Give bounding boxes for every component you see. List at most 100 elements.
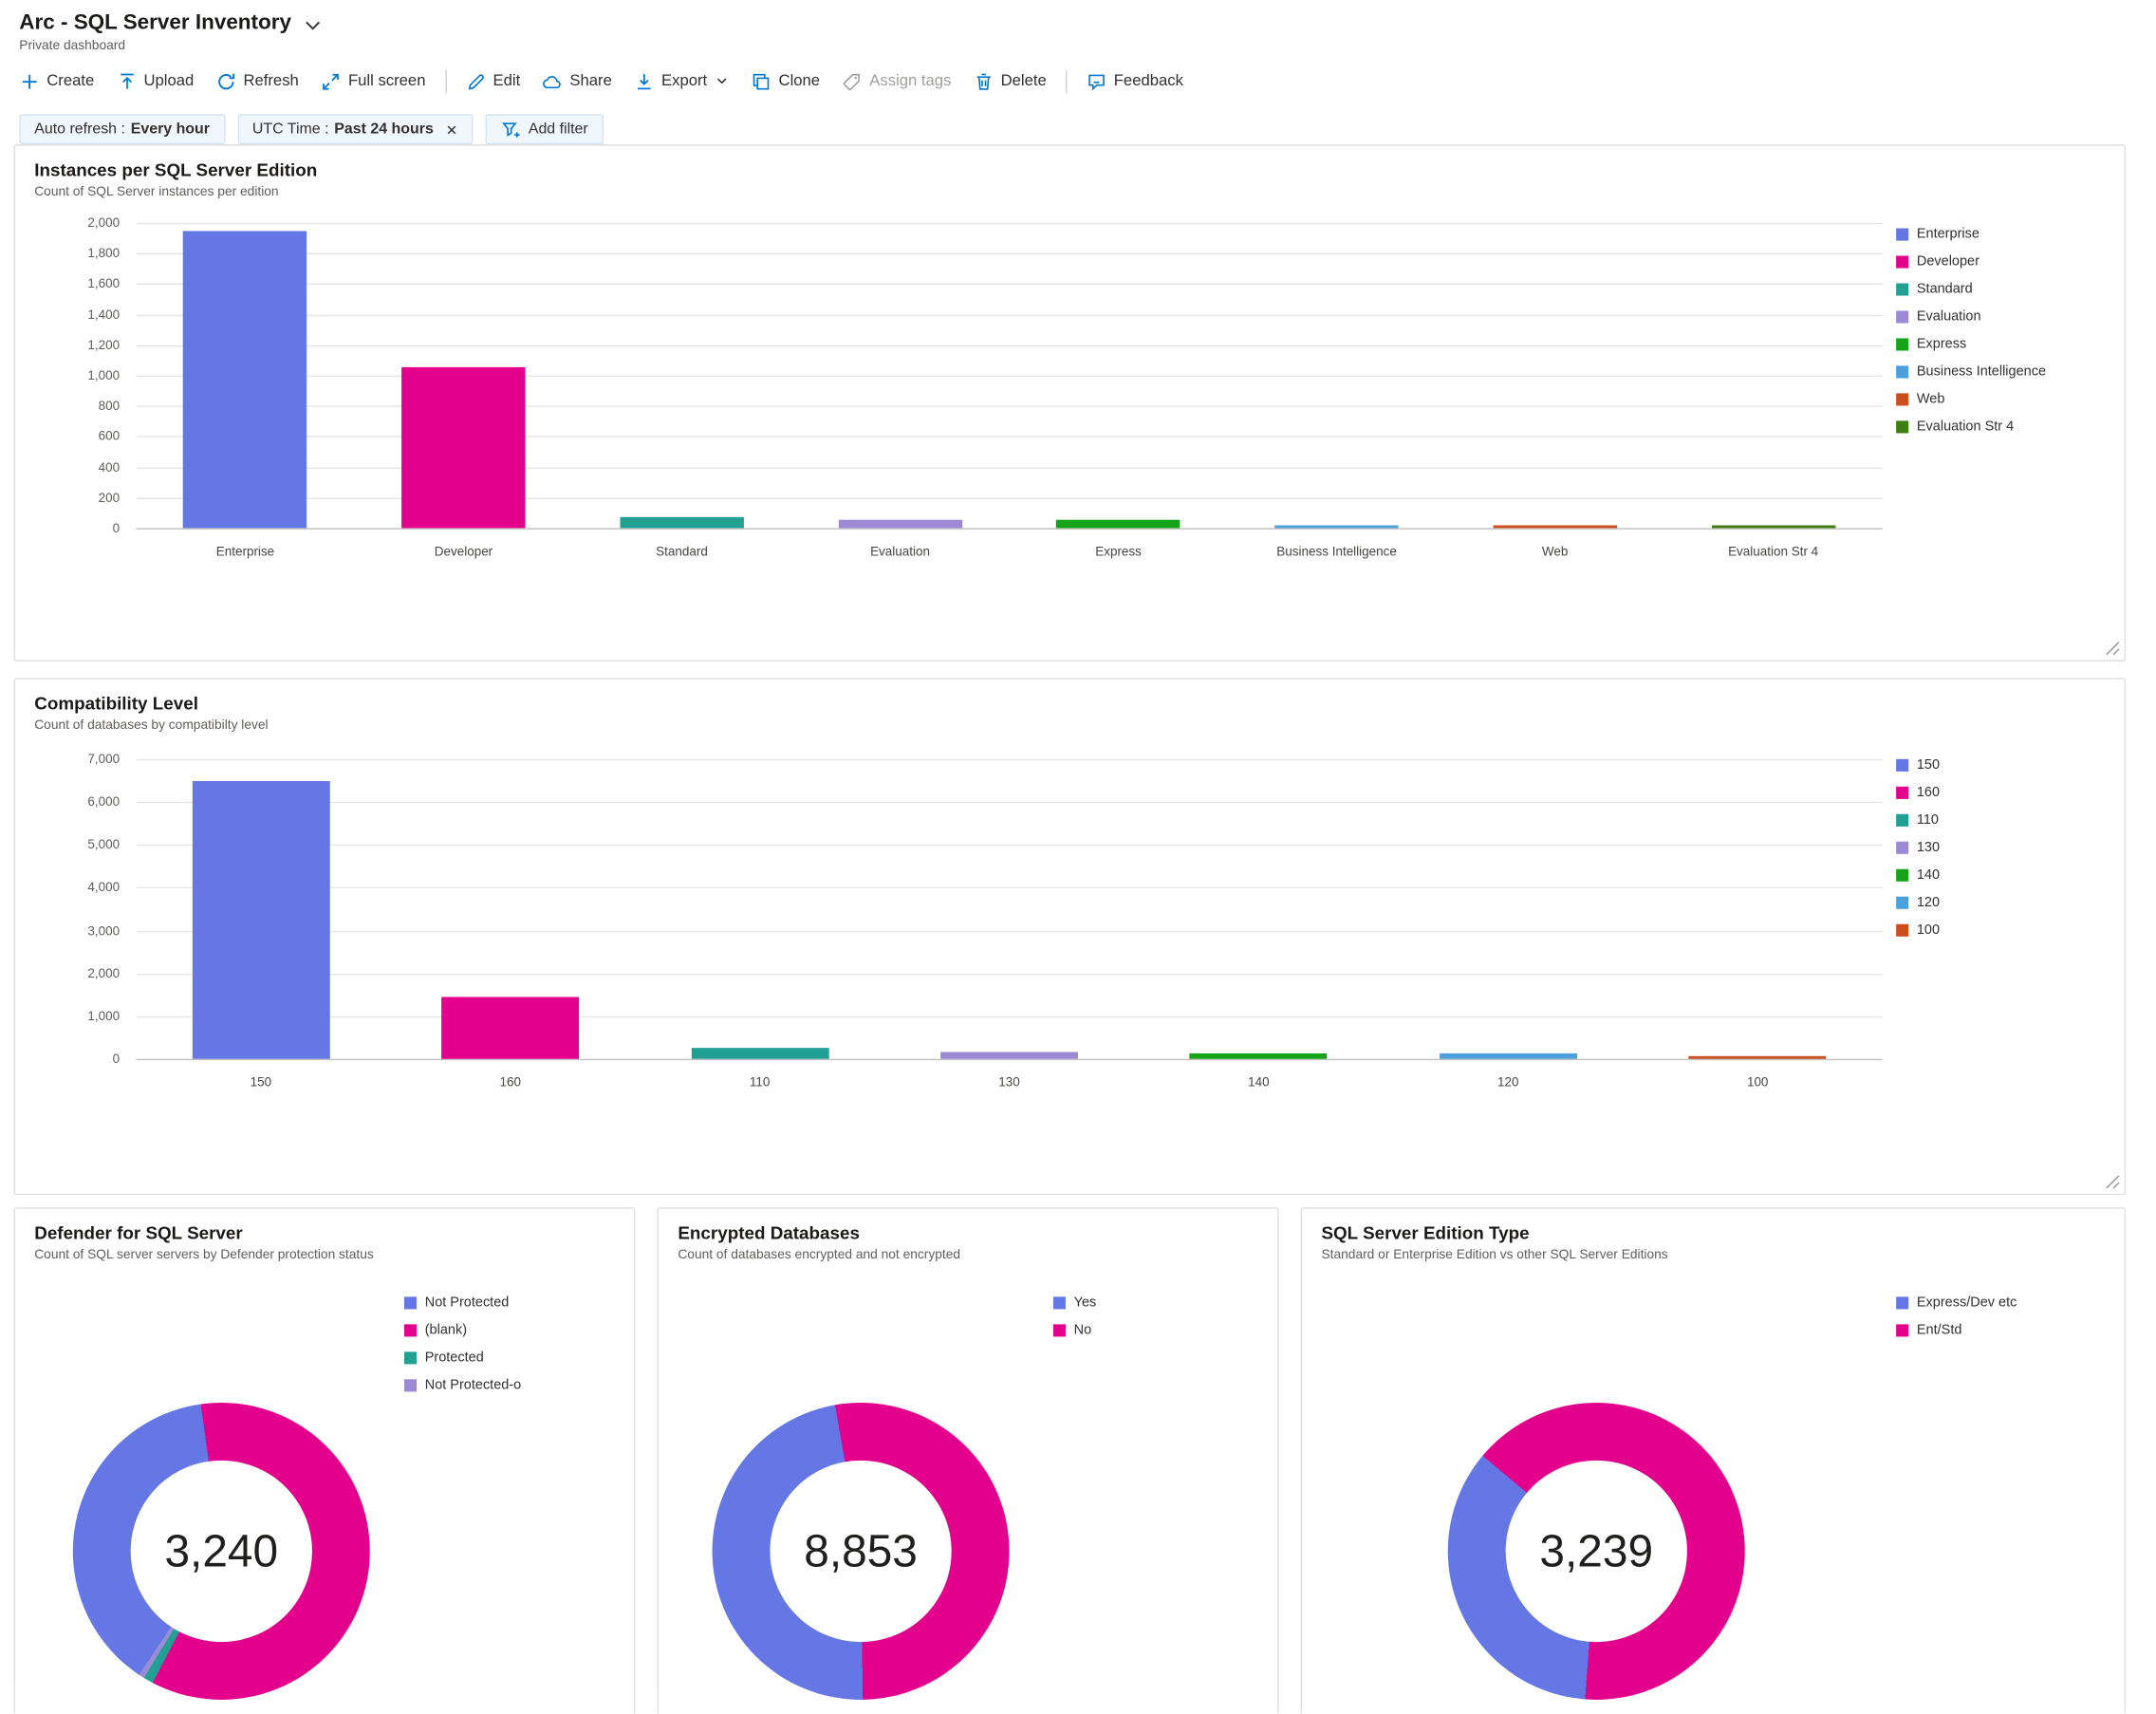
y-axis-label: 7,000 <box>87 752 121 767</box>
legend-item-130[interactable]: 130 <box>1896 833 1940 861</box>
fullscreen-icon <box>321 71 342 92</box>
add-filter-pill[interactable]: Add filter <box>485 114 604 145</box>
tile-encrypted-databases: Encrypted Databases Count of databases e… <box>657 1207 1279 1714</box>
legend-item-not-protected[interactable]: Not Protected <box>404 1289 521 1316</box>
clone-button[interactable]: Clone <box>740 65 831 97</box>
donut-chart-encrypted-databases[interactable]: 8,853 <box>712 1402 1010 1700</box>
legend-item-express[interactable]: Express <box>1896 330 2046 358</box>
filter-pill-label: UTC Time : <box>251 121 329 138</box>
x-axis-label: Standard <box>656 544 708 559</box>
remove-filter-button[interactable] <box>446 119 458 140</box>
legend-item-enterprise[interactable]: Enterprise <box>1896 220 2046 248</box>
legend-item-no[interactable]: No <box>1052 1316 1096 1344</box>
legend-item-not-protected-o[interactable]: Not Protected-o <box>404 1371 521 1399</box>
feedback-button[interactable]: Feedback <box>1075 65 1194 97</box>
feedback-icon <box>1087 71 1107 92</box>
share-icon <box>542 71 563 92</box>
legend-label: Web <box>1916 391 1945 407</box>
x-axis-label: 120 <box>1497 1075 1519 1090</box>
delete-button[interactable]: Delete <box>962 65 1057 97</box>
gridline <box>136 467 1883 470</box>
legend-label: 160 <box>1916 784 1941 800</box>
bar-150[interactable] <box>192 781 330 1059</box>
legend-swatch <box>1896 896 1909 909</box>
legend-item-evaluation[interactable]: Evaluation <box>1896 303 2046 330</box>
chart-legend: Not Protected (blank) Protected Not Protect… <box>404 1289 521 1399</box>
clone-icon <box>752 71 772 92</box>
donut-chart-sql-server-edition-type[interactable]: 3,239 <box>1447 1402 1745 1700</box>
legend-item-160[interactable]: 160 <box>1896 778 1940 806</box>
legend-item-protected[interactable]: Protected <box>404 1344 521 1371</box>
bar-140[interactable] <box>1189 1053 1328 1059</box>
legend-item-standard[interactable]: Standard <box>1896 275 2046 303</box>
legend-label: Evaluation <box>1916 308 1981 325</box>
bar-130[interactable] <box>940 1052 1079 1059</box>
chevron-down-icon[interactable] <box>304 16 322 34</box>
filter-pill-utc-time[interactable]: UTC Time : Past 24 hours <box>236 114 474 145</box>
share-button[interactable]: Share <box>531 65 623 97</box>
plot-area <box>136 758 1883 1061</box>
legend-item-business-intelligence[interactable]: Business Intelligence <box>1896 358 2046 385</box>
bar-business-intelligence[interactable] <box>1274 525 1399 529</box>
filter-pill-auto-refresh[interactable]: Auto refresh : Every hour <box>19 114 225 145</box>
bar-160[interactable] <box>441 997 580 1059</box>
legend-item-web[interactable]: Web <box>1896 385 2046 413</box>
gridline <box>136 973 1883 976</box>
gridline <box>136 252 1883 255</box>
toolbar-item-label: Export <box>661 72 708 90</box>
y-axis-label: 4,000 <box>87 880 121 894</box>
legend-item-developer[interactable]: Developer <box>1896 248 2046 275</box>
legend-item-100[interactable]: 100 <box>1896 916 1940 943</box>
bar-evaluation-str-4[interactable] <box>1711 525 1836 529</box>
legend-swatch <box>1052 1323 1066 1336</box>
legend-swatch <box>1896 337 1909 350</box>
legend-label: No <box>1073 1322 1092 1338</box>
refresh-button[interactable]: Refresh <box>205 65 310 97</box>
x-axis-label: 150 <box>250 1075 272 1090</box>
bar-100[interactable] <box>1688 1055 1827 1059</box>
bar-enterprise[interactable] <box>182 231 307 529</box>
resize-grip-icon[interactable] <box>2105 1174 2120 1189</box>
create-button[interactable]: Create <box>9 65 105 97</box>
upload-button[interactable]: Upload <box>105 65 205 97</box>
gridline <box>136 801 1883 804</box>
legend-item-120[interactable]: 120 <box>1896 888 1940 916</box>
tile-title: Encrypted Databases <box>678 1222 860 1243</box>
gridline <box>136 436 1883 438</box>
legend-item-blank[interactable]: (blank) <box>404 1316 521 1344</box>
y-axis-label: 1,000 <box>87 1009 121 1024</box>
legend-item-ent-std[interactable]: Ent/Std <box>1896 1316 2017 1344</box>
export-button[interactable]: Export <box>623 65 740 97</box>
donut-chart-defender-for-sql-server[interactable]: 3,240 <box>72 1402 370 1700</box>
fullscreen-button[interactable]: Full screen <box>309 65 437 97</box>
legend-swatch <box>404 1295 418 1309</box>
y-axis-label: 1,800 <box>87 246 121 260</box>
legend-swatch <box>1896 786 1909 799</box>
legend-swatch <box>1896 282 1909 295</box>
bar-web[interactable] <box>1493 525 1618 529</box>
legend-item-110[interactable]: 110 <box>1896 806 1940 833</box>
bar-developer[interactable] <box>401 366 526 529</box>
legend-label: Enterprise <box>1916 226 1979 242</box>
legend-swatch <box>1896 419 1909 433</box>
legend-item-express-dev-etc[interactable]: Express/Dev etc <box>1896 1289 2017 1316</box>
legend-item-evaluation-str-4[interactable]: Evaluation Str 4 <box>1896 413 2046 440</box>
add-filter-label: Add filter <box>528 121 588 138</box>
resize-grip-icon[interactable] <box>2105 641 2120 656</box>
tile-title: Instances per SQL Server Edition <box>34 159 318 180</box>
tile-title: Compatibility Level <box>34 693 198 715</box>
bar-evaluation[interactable] <box>838 519 963 529</box>
legend-item-yes[interactable]: Yes <box>1052 1289 1096 1316</box>
bar-110[interactable] <box>691 1048 829 1059</box>
tile-subtitle: Count of SQL Server instances per editio… <box>34 184 279 200</box>
y-axis-label: 1,400 <box>87 307 121 323</box>
legend-item-150[interactable]: 150 <box>1896 751 1940 778</box>
bar-express[interactable] <box>1055 519 1180 529</box>
command-bar: Create Upload Refresh Full screen Edit Share E… <box>9 61 2156 102</box>
legend-item-140[interactable]: 140 <box>1896 861 1940 888</box>
bar-120[interactable] <box>1440 1053 1577 1059</box>
edit-button[interactable]: Edit <box>455 65 531 97</box>
bar-standard[interactable] <box>620 516 744 529</box>
plot-area <box>136 222 1883 530</box>
